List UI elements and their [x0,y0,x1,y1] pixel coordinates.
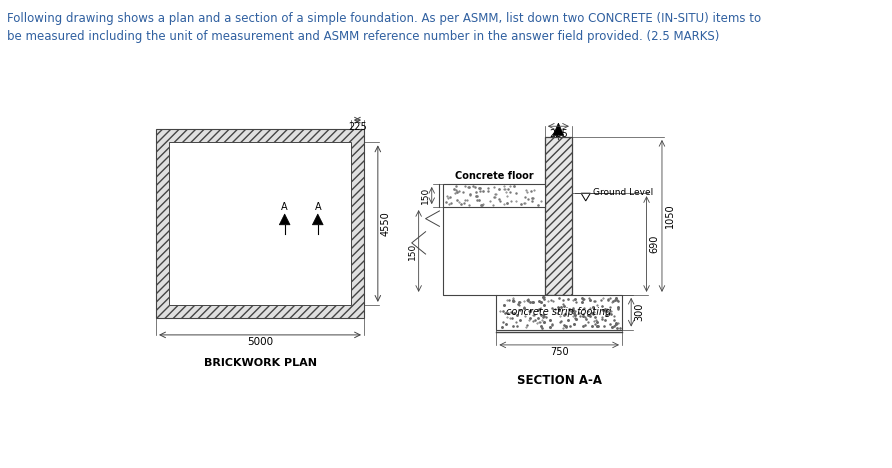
Text: 4550: 4550 [380,211,390,236]
Text: A: A [281,202,288,212]
Text: Ground Level: Ground Level [593,188,654,197]
Bar [169,142,351,305]
Text: A: A [315,202,321,212]
Text: 150: 150 [409,242,417,260]
Text: 300: 300 [634,303,644,322]
Text: 225: 225 [348,122,367,132]
Text: SECTION A-A: SECTION A-A [516,374,602,387]
Polygon shape [279,214,290,225]
Bar [497,295,622,329]
Text: Concrete floor: Concrete floor [455,171,533,181]
Polygon shape [553,123,564,135]
Polygon shape [312,214,323,225]
Text: 5000: 5000 [247,337,273,347]
Text: 225: 225 [549,129,568,139]
Text: 690: 690 [649,235,660,253]
Text: 750: 750 [549,347,568,357]
Text: 1050: 1050 [665,204,675,228]
Text: Following drawing shows a plan and a section of a simple foundation. As per ASMM: Following drawing shows a plan and a sec… [7,12,761,43]
Text: BRICKWORK PLAN: BRICKWORK PLAN [203,358,317,368]
Bar [156,129,364,318]
Bar [545,137,572,295]
Bar [443,184,545,207]
Text: 150: 150 [421,187,430,204]
Text: concrete strip footing: concrete strip footing [507,307,612,317]
